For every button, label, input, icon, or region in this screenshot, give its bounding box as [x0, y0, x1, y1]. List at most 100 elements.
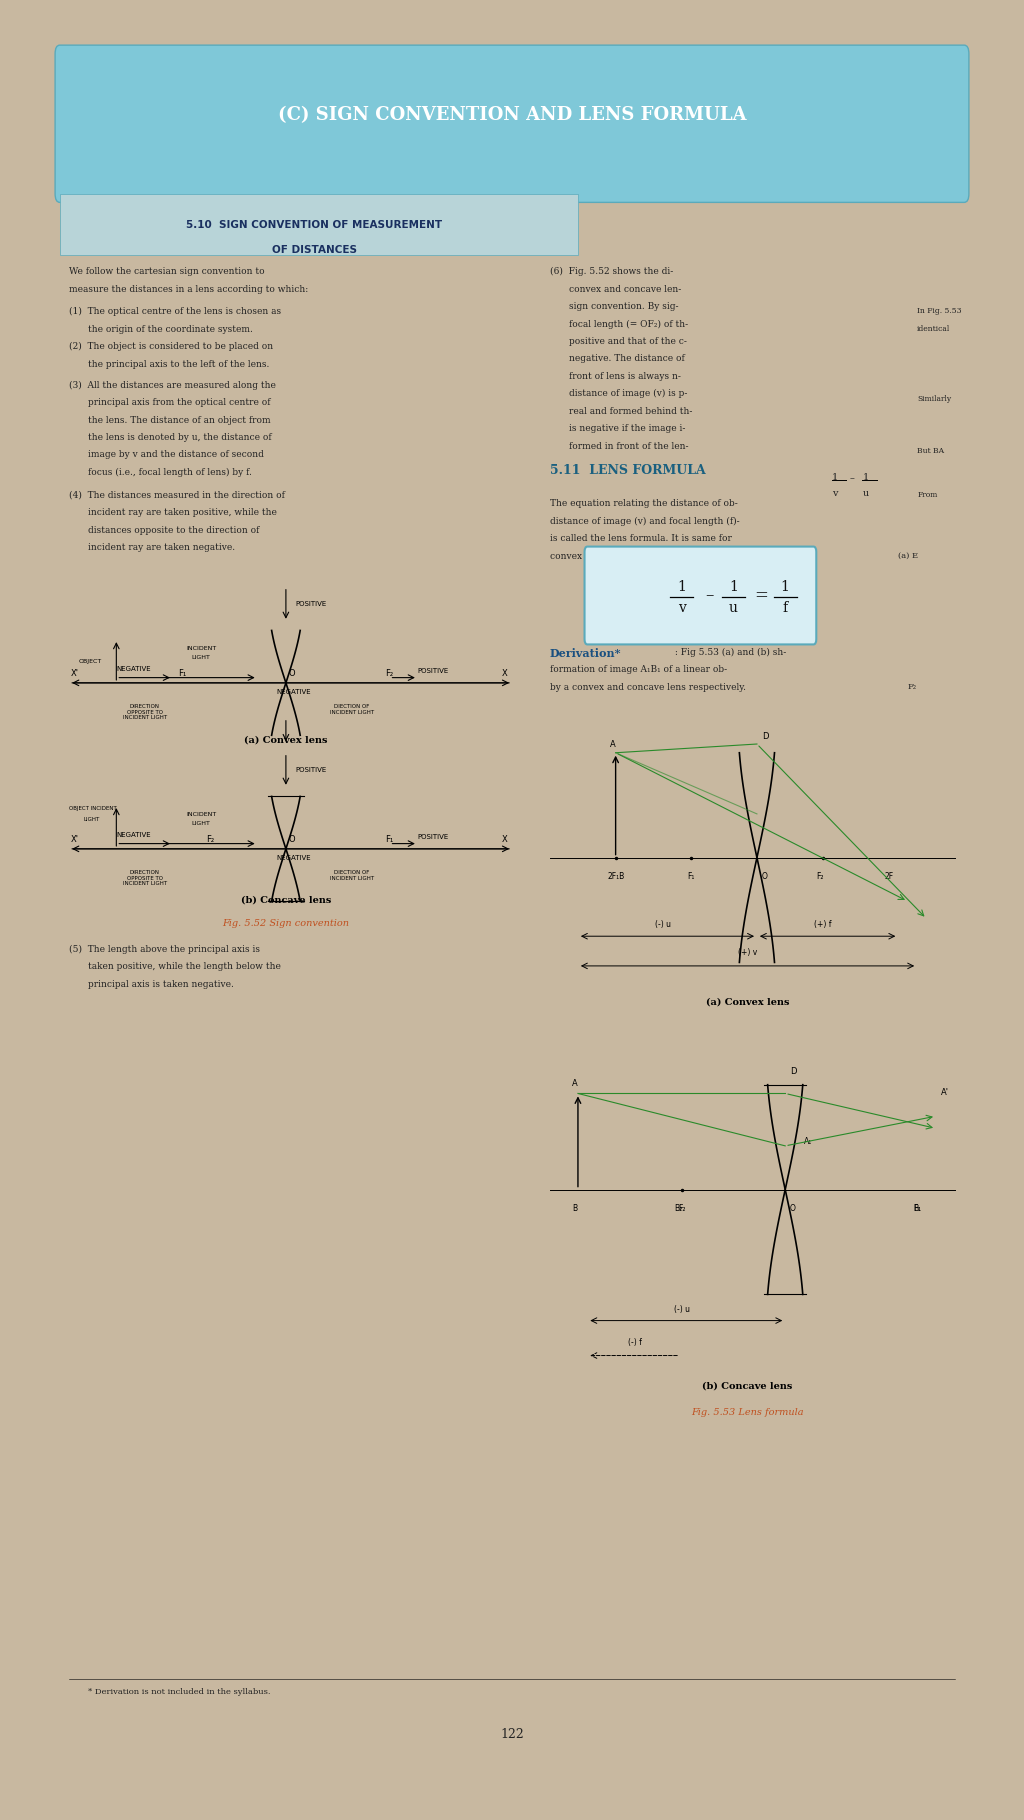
Text: u: u [729, 601, 738, 615]
Text: F₁: F₁ [687, 872, 694, 881]
Text: (6)  Fig. 5.52 shows the di-: (6) Fig. 5.52 shows the di- [550, 268, 673, 277]
Text: O: O [289, 668, 295, 677]
Text: 122: 122 [500, 1729, 524, 1742]
Text: DIECTION OF
INCIDENT LIGHT: DIECTION OF INCIDENT LIGHT [330, 870, 374, 881]
Text: convex and concave lens and is given as:: convex and concave lens and is given as: [550, 551, 737, 561]
Text: (C) SIGN CONVENTION AND LENS FORMULA: (C) SIGN CONVENTION AND LENS FORMULA [278, 106, 746, 124]
Text: 1: 1 [729, 581, 738, 593]
Text: positive and that of the c-: positive and that of the c- [568, 337, 686, 346]
Text: X': X' [71, 835, 79, 844]
Text: From: From [918, 491, 937, 499]
Text: OBJECT INCIDENT: OBJECT INCIDENT [70, 806, 117, 812]
Text: In Fig. 5.53: In Fig. 5.53 [918, 308, 962, 315]
Text: the origin of the coordinate system.: the origin of the coordinate system. [88, 324, 253, 333]
Text: is negative if the image i-: is negative if the image i- [568, 424, 685, 433]
Text: focus (i.e., focal length of lens) by f.: focus (i.e., focal length of lens) by f. [88, 468, 252, 477]
Text: A: A [572, 1079, 578, 1088]
Text: (1)  The optical centre of the lens is chosen as: (1) The optical centre of the lens is ch… [70, 308, 282, 317]
Text: A': A' [941, 1088, 949, 1097]
Text: O: O [289, 835, 295, 844]
Text: NEGATIVE: NEGATIVE [276, 688, 311, 695]
Text: F₁: F₁ [913, 1203, 921, 1212]
Text: (-) u: (-) u [654, 921, 671, 930]
Text: B₁: B₁ [913, 1203, 922, 1212]
Text: LIGHT: LIGHT [83, 817, 99, 821]
Text: the principal axis to the left of the lens.: the principal axis to the left of the le… [88, 360, 269, 369]
Text: f: f [782, 601, 787, 615]
Text: principal axis is taken negative.: principal axis is taken negative. [88, 979, 233, 988]
Text: (5)  The length above the principal axis is: (5) The length above the principal axis … [70, 945, 260, 954]
Text: (a) E: (a) E [898, 551, 919, 561]
Text: (2)  The object is considered to be placed on: (2) The object is considered to be place… [70, 342, 273, 351]
Text: O: O [790, 1203, 796, 1212]
Bar [59, 193, 578, 255]
Text: F₂: F₂ [816, 872, 824, 881]
Text: (a) Convex lens: (a) Convex lens [706, 997, 790, 1006]
Text: –: – [849, 473, 854, 482]
Text: A₁: A₁ [804, 1138, 812, 1147]
Text: 1: 1 [833, 473, 839, 482]
Text: (b) Concave lens: (b) Concave lens [702, 1381, 793, 1390]
Text: image by v and the distance of second: image by v and the distance of second [88, 451, 264, 459]
Text: NEGATIVE: NEGATIVE [117, 832, 151, 839]
Text: X': X' [71, 668, 79, 677]
Text: formation of image A₁B₁ of a linear ob-: formation of image A₁B₁ of a linear ob- [550, 666, 727, 675]
Text: 5.10  SIGN CONVENTION OF MEASUREMENT: 5.10 SIGN CONVENTION OF MEASUREMENT [186, 220, 442, 229]
Text: 1: 1 [677, 581, 686, 593]
Text: principal axis from the optical centre of: principal axis from the optical centre o… [88, 399, 270, 408]
Text: F₂: F₂ [907, 682, 916, 692]
Text: distances opposite to the direction of: distances opposite to the direction of [88, 526, 259, 535]
Text: O: O [762, 872, 768, 881]
Text: NEGATIVE: NEGATIVE [276, 855, 311, 861]
Text: DIRECTION
OPPOSITE TO
INCIDENT LIGHT: DIRECTION OPPOSITE TO INCIDENT LIGHT [123, 704, 167, 721]
Text: identical: identical [918, 324, 950, 333]
Text: convex and concave len-: convex and concave len- [568, 284, 681, 293]
Text: INCIDENT: INCIDENT [186, 646, 216, 652]
FancyBboxPatch shape [55, 46, 969, 202]
Text: (-) u: (-) u [674, 1305, 689, 1314]
Text: 5.11  LENS FORMULA: 5.11 LENS FORMULA [550, 464, 706, 477]
Text: formed in front of the len-: formed in front of the len- [568, 442, 688, 451]
Text: (a) Convex lens: (a) Convex lens [244, 735, 328, 744]
Text: X: X [502, 835, 507, 844]
Text: INCIDENT: INCIDENT [186, 812, 216, 817]
Text: The equation relating the distance of ob-: The equation relating the distance of ob… [550, 499, 737, 508]
Text: the lens is denoted by u, the distance of: the lens is denoted by u, the distance o… [88, 433, 271, 442]
Text: DIRECTION
OPPOSITE TO
INCIDENT LIGHT: DIRECTION OPPOSITE TO INCIDENT LIGHT [123, 870, 167, 886]
Text: sign convention. By sig-: sign convention. By sig- [568, 302, 678, 311]
Text: Derivation*: Derivation* [550, 648, 622, 659]
Text: 1: 1 [780, 581, 790, 593]
Text: v: v [678, 601, 685, 615]
Text: POSITIVE: POSITIVE [418, 834, 450, 841]
Text: : Fig 5.53 (a) and (b) sh-: : Fig 5.53 (a) and (b) sh- [672, 648, 786, 657]
Text: LIGHT: LIGHT [191, 821, 211, 826]
Text: POSITIVE: POSITIVE [295, 768, 327, 774]
FancyBboxPatch shape [585, 546, 816, 644]
Text: OF DISTANCES: OF DISTANCES [271, 244, 356, 255]
Text: (-) f: (-) f [628, 1338, 641, 1347]
Text: But BA: But BA [918, 448, 944, 455]
Text: distance of image (v) and focal length (f)-: distance of image (v) and focal length (… [550, 517, 739, 526]
Text: F₂: F₂ [207, 835, 215, 844]
Text: NEGATIVE: NEGATIVE [117, 666, 151, 672]
Text: F₂: F₂ [385, 668, 393, 677]
Text: negative. The distance of: negative. The distance of [568, 355, 684, 364]
Text: DIECTION OF
INCIDENT LIGHT: DIECTION OF INCIDENT LIGHT [330, 704, 374, 715]
Text: incident ray are taken positive, while the: incident ray are taken positive, while t… [88, 508, 276, 517]
Text: Fig. 5.52 Sign convention: Fig. 5.52 Sign convention [222, 919, 349, 928]
Text: (b) Concave lens: (b) Concave lens [241, 895, 331, 905]
Text: * Derivation is not included in the syllabus.: * Derivation is not included in the syll… [88, 1687, 270, 1696]
Text: F₁: F₁ [178, 668, 186, 677]
Text: X: X [502, 668, 507, 677]
Text: POSITIVE: POSITIVE [418, 668, 450, 673]
Text: POSITIVE: POSITIVE [295, 601, 327, 608]
Text: A: A [610, 741, 615, 750]
Text: 1: 1 [862, 473, 868, 482]
Text: incident ray are taken negative.: incident ray are taken negative. [88, 542, 236, 551]
Text: front of lens is always n-: front of lens is always n- [568, 371, 680, 380]
Text: focal length (= OF₂) of th-: focal length (= OF₂) of th- [568, 320, 688, 329]
Text: B₂: B₂ [675, 1203, 683, 1212]
Text: =: = [755, 588, 769, 604]
Text: distance of image (v) is p-: distance of image (v) is p- [568, 389, 687, 399]
Text: LIGHT: LIGHT [191, 655, 211, 661]
